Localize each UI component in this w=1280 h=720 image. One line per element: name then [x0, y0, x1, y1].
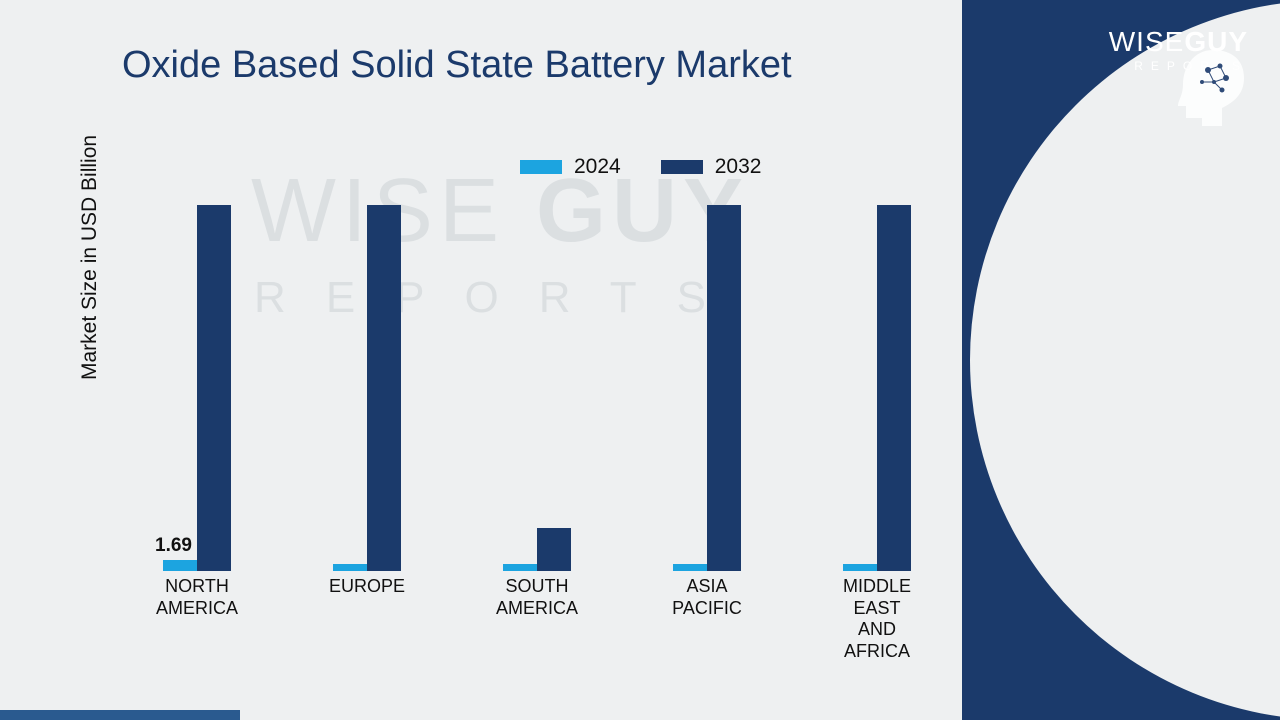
category-label: MIDDLE EAST AND AFRICA	[807, 576, 947, 662]
data-label: 1.69	[155, 535, 192, 557]
legend-swatch-2024	[520, 160, 562, 174]
brand-head-icon	[1178, 48, 1248, 128]
bar-plot: 1.69	[112, 185, 962, 571]
legend-label: 2024	[574, 155, 621, 179]
bar-group	[843, 205, 911, 571]
bar	[333, 564, 367, 571]
category-label: SOUTH AMERICA	[467, 576, 607, 662]
legend-item-2032: 2032	[661, 155, 762, 179]
brand-logo: WISEGUY REPORTS	[1109, 28, 1248, 72]
bar	[503, 564, 537, 571]
bar	[197, 205, 231, 571]
bar	[537, 528, 571, 571]
bar-group	[673, 205, 741, 571]
bar	[877, 205, 911, 571]
bar	[707, 205, 741, 571]
legend-item-2024: 2024	[520, 155, 621, 179]
category-label: NORTH AMERICA	[127, 576, 267, 662]
bar	[367, 205, 401, 571]
bar	[673, 564, 707, 571]
category-label: ASIA PACIFIC	[637, 576, 777, 662]
bar-group	[333, 205, 401, 571]
bar	[843, 564, 877, 571]
y-axis-label: Market Size in USD Billion	[78, 135, 102, 380]
legend: 2024 2032	[520, 155, 761, 179]
bottom-accent-bar	[0, 710, 240, 720]
category-label: EUROPE	[297, 576, 437, 662]
bar-group: 1.69	[163, 205, 231, 571]
bar	[163, 560, 197, 571]
chart-title: Oxide Based Solid State Battery Market	[122, 42, 802, 90]
x-axis-labels: NORTH AMERICA EUROPE SOUTH AMERICA ASIA PAC…	[112, 576, 962, 662]
legend-label: 2032	[715, 155, 762, 179]
bar-group	[503, 528, 571, 571]
legend-swatch-2032	[661, 160, 703, 174]
